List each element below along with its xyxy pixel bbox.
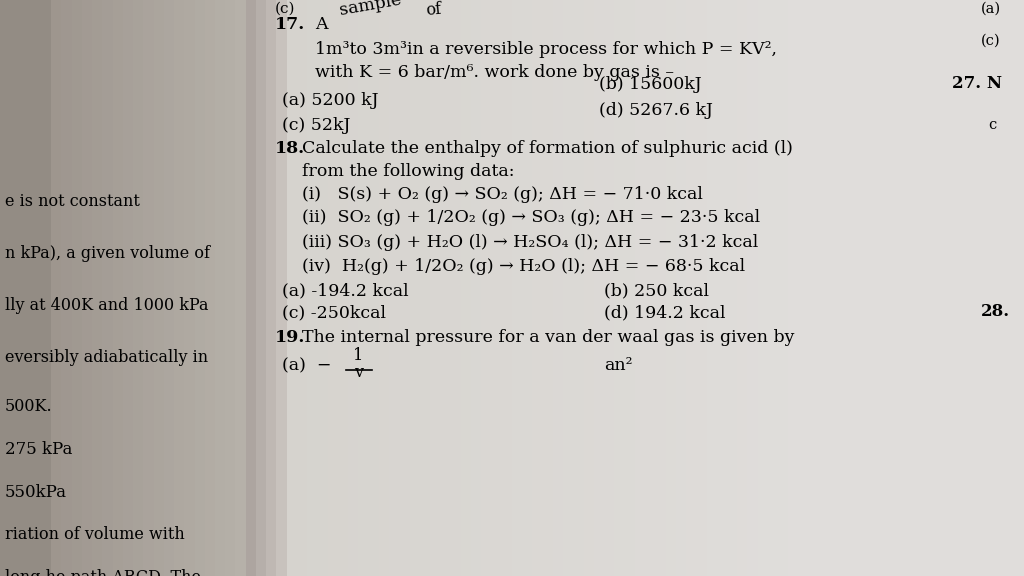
Text: (i)   S(s) + O₂ (g) → SO₂ (g); ΔH = − 71·0 kcal: (i) S(s) + O₂ (g) → SO₂ (g); ΔH = − 71·0… <box>302 185 702 203</box>
Text: (c): (c) <box>981 33 1000 47</box>
Text: (b) 250 kcal: (b) 250 kcal <box>604 282 710 300</box>
Text: (c) 52kJ: (c) 52kJ <box>282 116 350 134</box>
Text: v: v <box>354 364 362 381</box>
Text: c: c <box>988 119 996 132</box>
Text: (a) 5200 kJ: (a) 5200 kJ <box>282 92 378 109</box>
Text: eversibly adiabatically in: eversibly adiabatically in <box>5 348 208 366</box>
Text: 27. N: 27. N <box>952 75 1002 92</box>
Text: sample: sample <box>338 0 402 19</box>
Text: (a)  −: (a) − <box>282 357 331 374</box>
Text: lly at 400K and 1000 kPa: lly at 400K and 1000 kPa <box>5 297 209 314</box>
Text: 550kPa: 550kPa <box>5 484 68 501</box>
Text: with K = 6 bar/m⁶. work done by gas is –: with K = 6 bar/m⁶. work done by gas is – <box>315 63 675 81</box>
Text: (ii)  SO₂ (g) + 1/2O₂ (g) → SO₃ (g); ΔH = − 23·5 kcal: (ii) SO₂ (g) + 1/2O₂ (g) → SO₃ (g); ΔH =… <box>302 209 760 226</box>
Text: (b) 15600kJ: (b) 15600kJ <box>599 76 701 93</box>
Text: The internal pressure for a van der waal gas is given by: The internal pressure for a van der waal… <box>302 328 795 346</box>
Text: (d) 194.2 kcal: (d) 194.2 kcal <box>604 304 726 321</box>
Text: e is not constant: e is not constant <box>5 193 140 210</box>
Text: 275 kPa: 275 kPa <box>5 441 73 458</box>
Text: from the following data:: from the following data: <box>302 162 515 180</box>
Text: (c) -250kcal: (c) -250kcal <box>282 304 386 321</box>
Text: (a) -194.2 kcal: (a) -194.2 kcal <box>282 282 409 300</box>
Text: 500K.: 500K. <box>5 397 53 415</box>
Text: an²: an² <box>604 357 633 374</box>
Text: A: A <box>315 16 328 33</box>
Text: 1m³to 3m³in a reversible process for which P = KV²,: 1m³to 3m³in a reversible process for whi… <box>315 40 777 58</box>
Text: 18.: 18. <box>274 139 304 157</box>
Text: riation of volume with: riation of volume with <box>5 525 185 543</box>
Text: long he path ABCD. The: long he path ABCD. The <box>5 569 201 576</box>
Text: n kPa), a given volume of: n kPa), a given volume of <box>5 245 210 262</box>
Text: (iv)  H₂(g) + 1/2O₂ (g) → H₂O (l); ΔH = − 68·5 kcal: (iv) H₂(g) + 1/2O₂ (g) → H₂O (l); ΔH = −… <box>302 258 745 275</box>
Text: (c): (c) <box>274 2 295 16</box>
Text: (d) 5267.6 kJ: (d) 5267.6 kJ <box>599 102 713 119</box>
Text: of: of <box>425 1 442 19</box>
Text: 1: 1 <box>353 347 364 364</box>
Text: (iii) SO₃ (g) + H₂O (l) → H₂SO₄ (l); ΔH = − 31·2 kcal: (iii) SO₃ (g) + H₂O (l) → H₂SO₄ (l); ΔH … <box>302 233 759 251</box>
Text: Calculate the enthalpy of formation of sulphuric acid (l): Calculate the enthalpy of formation of s… <box>302 139 793 157</box>
Text: (a): (a) <box>981 2 1001 16</box>
Text: 17.: 17. <box>274 16 305 33</box>
Text: 19.: 19. <box>274 328 305 346</box>
Text: 28.: 28. <box>981 302 1010 320</box>
